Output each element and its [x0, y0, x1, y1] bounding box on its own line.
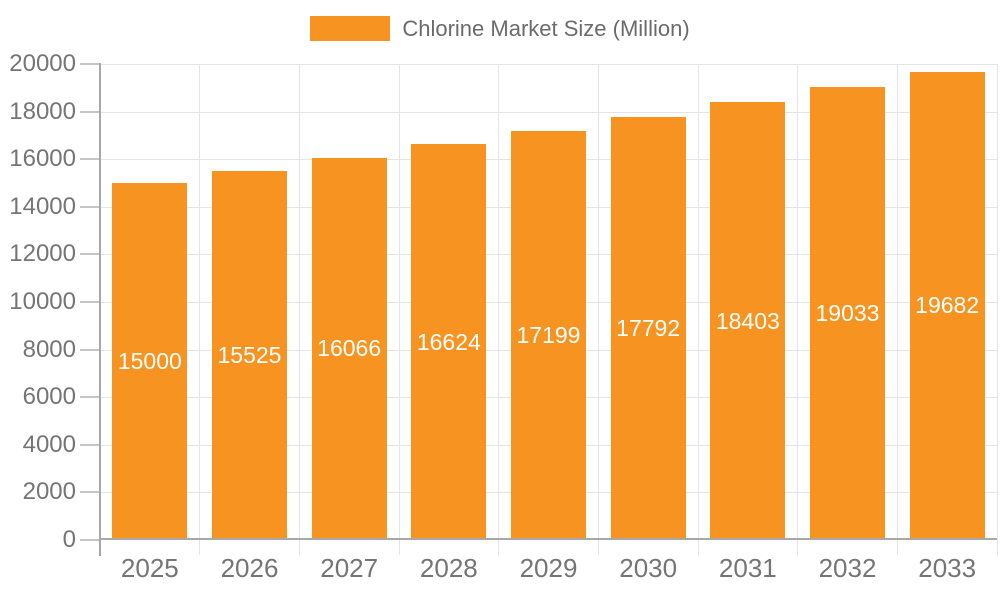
y-tick-label: 2000 — [22, 478, 76, 505]
v-gridline — [498, 64, 500, 555]
v-gridline — [697, 64, 699, 555]
v-gridline — [996, 64, 998, 555]
bar[interactable] — [112, 183, 188, 539]
v-gridline — [597, 64, 599, 555]
x-tick-label: 2030 — [619, 553, 678, 583]
y-tick-label: 20000 — [9, 50, 76, 77]
v-gridline — [398, 64, 400, 555]
y-tick-label: 0 — [62, 526, 76, 553]
h-gridline — [100, 63, 997, 65]
y-tick-mark — [80, 158, 100, 160]
bar[interactable] — [810, 87, 885, 539]
y-tick-mark — [80, 491, 100, 493]
bar[interactable] — [411, 144, 487, 539]
y-tick-mark — [80, 111, 100, 113]
y-tick-label: 14000 — [9, 193, 76, 220]
y-tick-mark — [80, 396, 100, 398]
y-axis-line — [99, 63, 101, 556]
bar[interactable] — [311, 157, 387, 539]
x-tick-label: 2032 — [818, 553, 877, 583]
y-tick-mark — [80, 349, 100, 351]
bar[interactable] — [909, 71, 985, 539]
legend[interactable]: Chlorine Market Size (Million) — [0, 16, 1000, 41]
x-tick-label: 2027 — [320, 553, 379, 583]
x-axis-line — [100, 538, 997, 540]
x-tick-label: 2029 — [519, 553, 578, 583]
x-tick-label: 2028 — [419, 553, 478, 583]
x-tick-label: 2025 — [120, 553, 179, 583]
bar[interactable] — [710, 102, 786, 539]
y-tick-label: 18000 — [9, 98, 76, 125]
x-tick-label: 2026 — [220, 553, 279, 583]
legend-swatch-icon — [310, 16, 391, 41]
x-tick-label: 2033 — [918, 553, 977, 583]
y-tick-mark — [80, 444, 100, 446]
y-tick-label: 4000 — [22, 431, 76, 458]
y-tick-label: 10000 — [9, 288, 76, 315]
y-tick-label: 12000 — [9, 240, 76, 267]
bar[interactable] — [212, 170, 287, 539]
y-tick-mark — [80, 63, 100, 65]
y-tick-mark — [80, 301, 100, 303]
y-tick-mark — [80, 539, 100, 541]
v-gridline — [298, 64, 300, 555]
legend-label: Chlorine Market Size (Million) — [402, 16, 690, 41]
h-gridline — [100, 111, 997, 113]
y-tick-mark — [80, 206, 100, 208]
bar[interactable] — [610, 116, 686, 539]
bar[interactable] — [511, 130, 586, 539]
y-tick-label: 16000 — [9, 145, 76, 172]
y-tick-label: 6000 — [22, 383, 76, 410]
v-gridline — [896, 64, 898, 555]
y-tick-mark — [80, 253, 100, 255]
x-tick-label: 2031 — [718, 553, 777, 583]
y-tick-label: 8000 — [22, 336, 76, 363]
v-gridline — [797, 64, 799, 555]
plot-area: 0 2000 4000 6000 8000 10000 12000 14000 16000 180… — [9, 50, 998, 583]
v-gridline — [199, 64, 201, 555]
